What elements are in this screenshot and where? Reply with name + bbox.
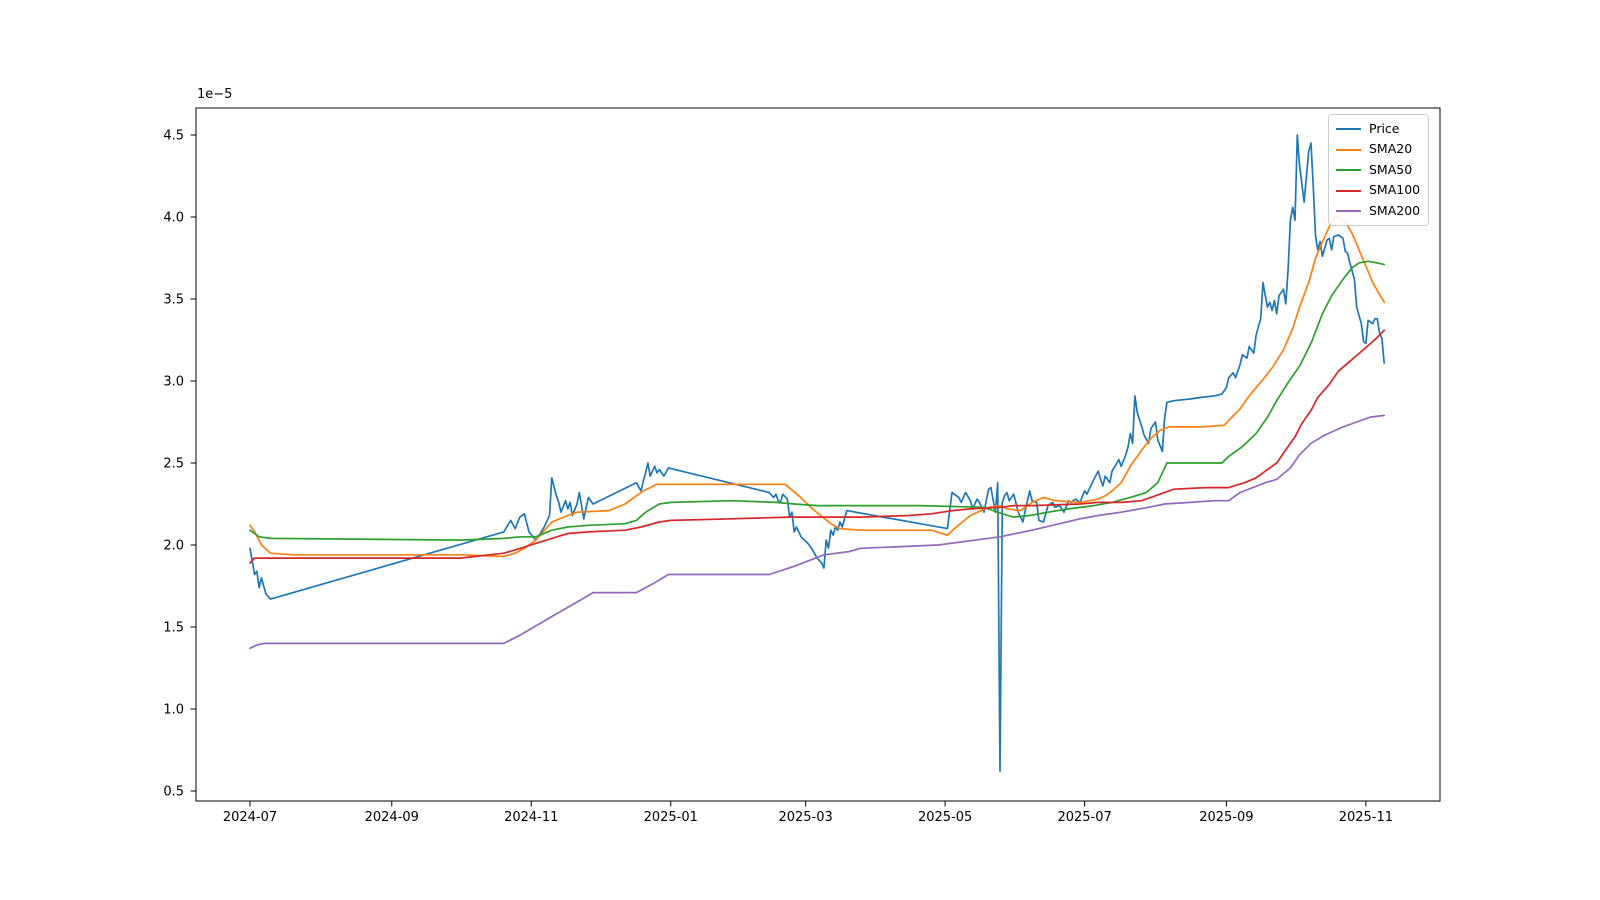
series-line-sma100: [249, 329, 1386, 564]
legend-label-price: Price: [1369, 120, 1400, 136]
x-tick-label: 2025-03: [778, 810, 832, 825]
series-lines: [249, 134, 1386, 773]
x-tick-label: 2025-09: [1199, 810, 1253, 825]
x-tick-label: 2025-11: [1339, 810, 1393, 825]
series-line-sma200: [249, 414, 1386, 650]
legend-line-sample-sma100: [1336, 189, 1361, 192]
legend-item-sma50: SMA50: [1336, 162, 1420, 178]
y-tick-label: 1.0: [163, 703, 184, 718]
axis-ticks: 0.5 1.0 1.5 2.0 2.5 3.0 3.5 4.0 4.5 2024-07 2024-0…: [163, 129, 1393, 826]
legend-line-sample-sma200: [1336, 210, 1361, 212]
y-tick-label: 0.5: [163, 785, 184, 800]
y-tick-label: 3.0: [163, 375, 184, 390]
axes-frame: [195, 107, 1441, 802]
y-tick-label: 2.0: [163, 539, 184, 554]
legend-line-sample-sma50: [1336, 169, 1361, 171]
y-tick-label: 3.5: [163, 293, 184, 308]
legend-line-sample-price: [1336, 128, 1361, 130]
y-tick-label: 2.5: [163, 457, 184, 472]
legend: Price SMA20 SMA50 SMA100 SMA200: [1328, 114, 1430, 226]
legend-item-sma200: SMA200: [1336, 203, 1420, 219]
x-tick-label: 2024-09: [365, 810, 419, 825]
x-tick-label: 2025-05: [918, 810, 972, 825]
series-line-price: [249, 134, 1386, 773]
y-tick-label: 4.0: [163, 211, 184, 226]
legend-item-sma20: SMA20: [1336, 142, 1420, 158]
series-line-sma50: [249, 260, 1386, 541]
x-tick-label: 2025-01: [644, 810, 698, 825]
y-tick-label: 4.5: [163, 129, 184, 144]
x-tick-label: 2024-07: [223, 810, 277, 825]
series-line-sma20: [249, 214, 1386, 558]
legend-label-sma100: SMA100: [1369, 182, 1421, 198]
legend-item-price: Price: [1336, 121, 1420, 137]
x-tick-label: 2025-07: [1057, 810, 1111, 825]
legend-line-sample-sma20: [1336, 148, 1361, 151]
legend-label-sma20: SMA20: [1369, 141, 1413, 157]
legend-label-sma50: SMA50: [1369, 161, 1413, 177]
x-tick-label: 2024-11: [504, 810, 558, 825]
y-axis-offset-label: 1e−5: [197, 87, 232, 102]
legend-item-sma100: SMA100: [1336, 183, 1420, 199]
legend-label-sma200: SMA200: [1369, 202, 1421, 218]
y-tick-label: 1.5: [163, 621, 184, 636]
